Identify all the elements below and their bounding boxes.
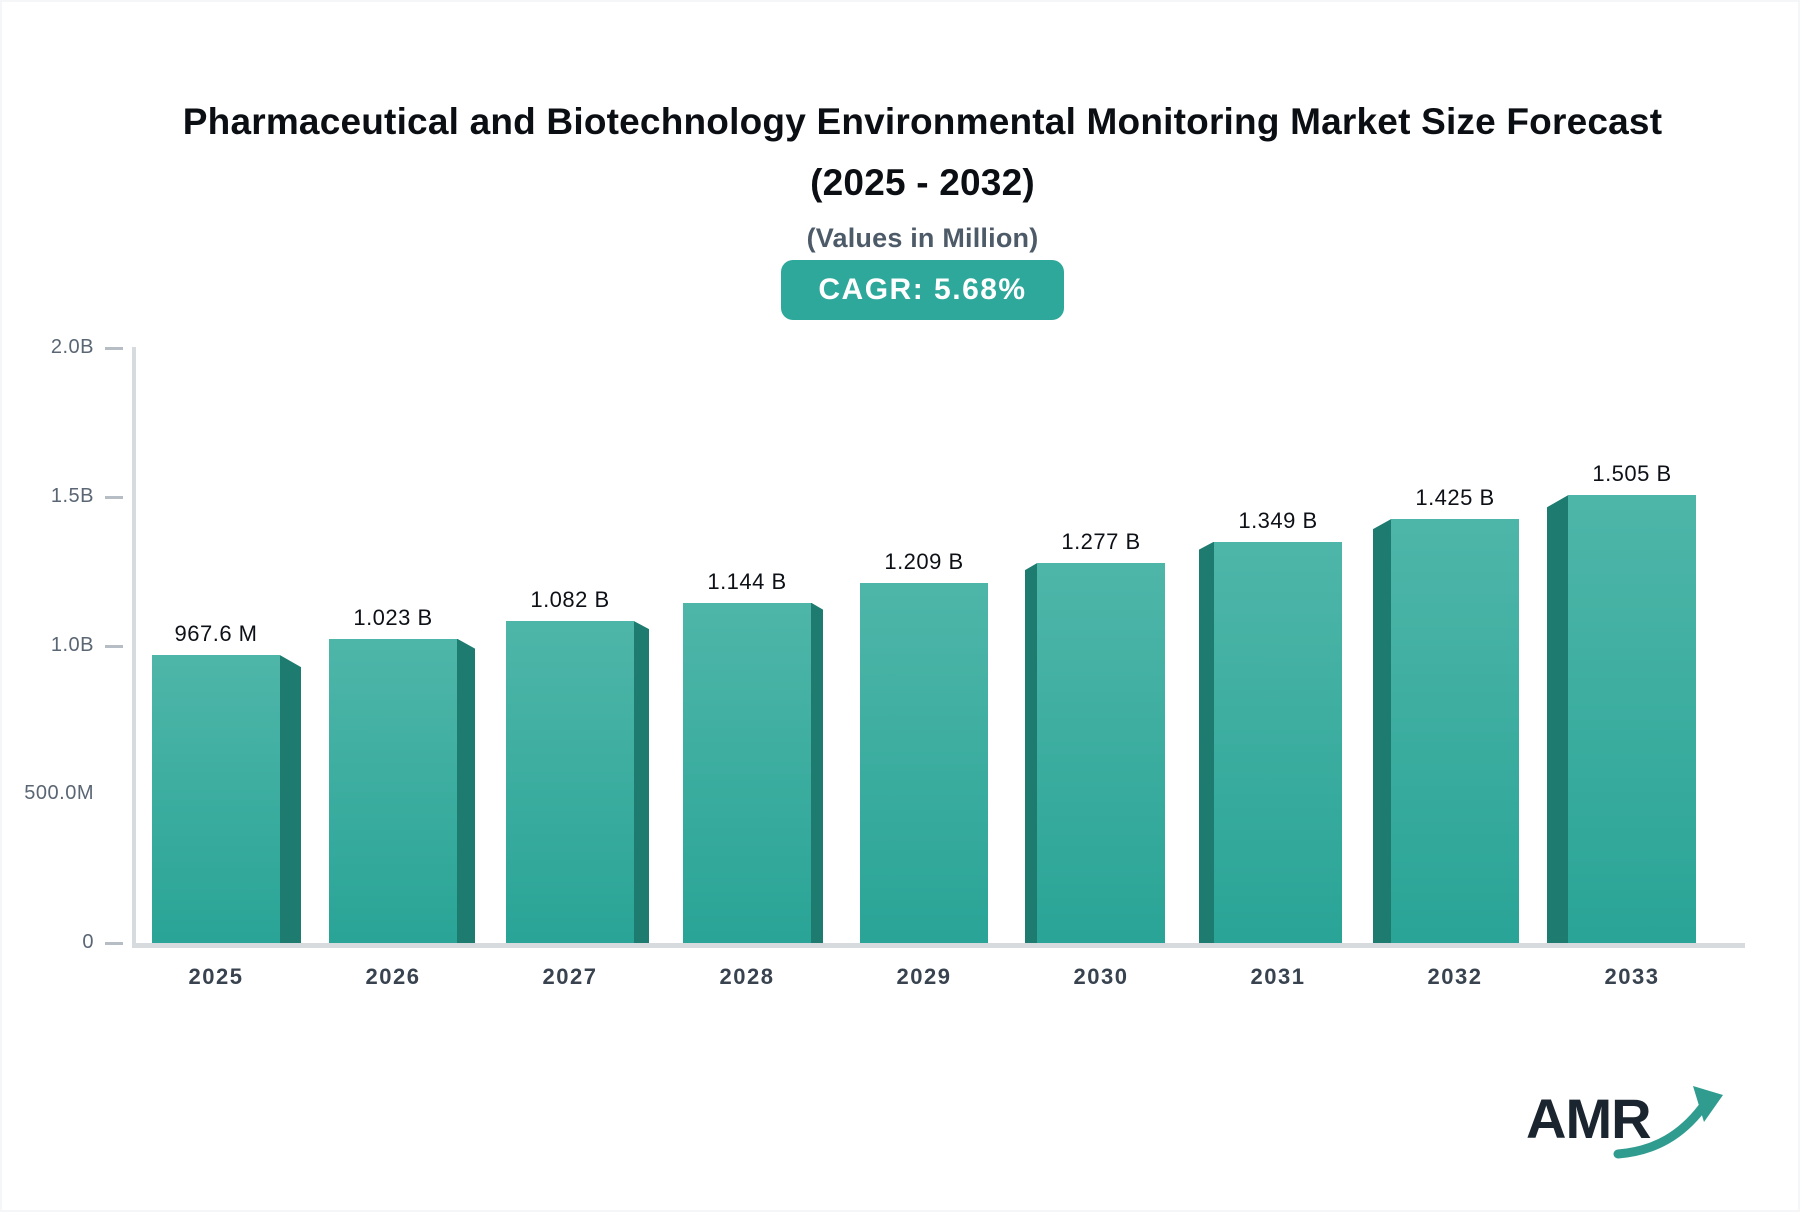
bar-side-face [1199, 541, 1214, 943]
y-axis-tick [105, 347, 123, 350]
bar-face [683, 602, 811, 943]
y-axis-tick [105, 495, 123, 499]
bar-2026[interactable]: 1.023 B [329, 605, 475, 943]
x-axis-label-2027: 2027 [542, 964, 598, 989]
bar-value-label: 1.505 B [1592, 461, 1672, 487]
x-axis-label-2026: 2026 [365, 964, 421, 989]
bar-side-face [634, 621, 649, 943]
x-axis-label-2033: 2033 [1604, 964, 1660, 989]
bar-2033[interactable]: 1.505 B [1547, 461, 1696, 943]
bar-side-face [1547, 495, 1568, 943]
y-axis-label: 1.0B [50, 633, 94, 656]
bar-face [329, 638, 457, 943]
amr-logo: AMR [1522, 1074, 1762, 1174]
bar-2028[interactable]: 1.144 B [683, 569, 823, 943]
bar-side-face [457, 638, 475, 943]
bar-2029[interactable]: 1.209 B [860, 549, 988, 943]
bar-value-label: 1.082 B [530, 587, 610, 613]
chart-title-line1: Pharmaceutical and Biotechnology Environ… [182, 101, 1663, 142]
bar-face [152, 655, 280, 943]
bar-value-label: 1.144 B [707, 568, 787, 594]
bar-value-label: 1.023 B [353, 604, 433, 630]
y-axis-tick [105, 644, 123, 648]
bar-face [506, 621, 634, 943]
bar-value-label: 1.349 B [1238, 507, 1318, 533]
bar-face [1214, 541, 1342, 943]
y-axis-tick [105, 942, 123, 945]
bar-2027[interactable]: 1.082 B [506, 587, 649, 943]
cagr-badge: CAGR: 5.68% [781, 260, 1064, 320]
bar-2032[interactable]: 1.425 B [1373, 485, 1519, 943]
bar-value-label: 967.6 M [174, 621, 258, 647]
amr-logo-text: AMR [1526, 1087, 1651, 1150]
bar-value-label: 1.209 B [884, 549, 964, 575]
x-axis-label-2032: 2032 [1427, 964, 1483, 989]
chart-title-line2: (2025 - 2032) [810, 162, 1035, 203]
x-axis-label-2031: 2031 [1250, 964, 1306, 989]
bar-value-label: 1.277 B [1061, 529, 1141, 555]
bar-side-face [1025, 563, 1037, 943]
bar-face [1568, 495, 1696, 943]
x-axis-label-2029: 2029 [896, 964, 952, 989]
chart-subtitle: (Values in Million) [806, 223, 1039, 253]
x-axis-line [132, 943, 1745, 948]
bar-face [860, 583, 988, 943]
bar-face [1037, 563, 1165, 943]
chart-header: Pharmaceutical and Biotechnology Environ… [47, 100, 1798, 320]
bar-2031[interactable]: 1.349 B [1199, 508, 1342, 943]
x-axis-label-2025: 2025 [188, 964, 244, 989]
logo-arrow-icon [1613, 1103, 1707, 1159]
y-axis-label: 1.5B [50, 484, 94, 507]
bar-2030[interactable]: 1.277 B [1025, 529, 1165, 943]
bar-side-face [280, 655, 301, 943]
x-axis-label-2028: 2028 [719, 964, 775, 989]
x-axis-label-2030: 2030 [1073, 964, 1129, 989]
logo-arrowhead-icon [1693, 1086, 1723, 1122]
y-axis-line [132, 347, 136, 947]
y-axis-label: 2.0B [50, 336, 94, 358]
bar-value-label: 1.425 B [1415, 485, 1495, 511]
y-axis-label: 500.0M [24, 782, 94, 805]
bar-side-face [811, 602, 823, 943]
y-axis-label: 0 [82, 931, 94, 953]
bar-2025[interactable]: 967.6 M [152, 621, 301, 943]
bar-side-face [1373, 519, 1391, 943]
bar-face [1391, 519, 1519, 943]
